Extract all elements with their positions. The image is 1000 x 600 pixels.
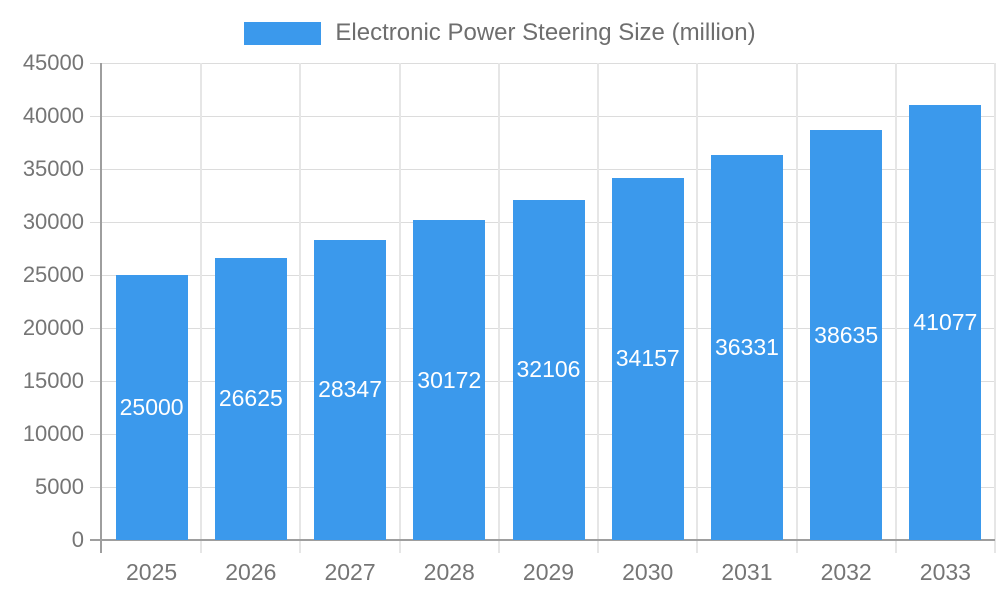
y-axis-label: 25000 bbox=[22, 262, 84, 287]
y-axis-line bbox=[100, 63, 102, 553]
x-axis-tick bbox=[200, 540, 203, 553]
y-axis-label: 20000 bbox=[22, 315, 84, 340]
x-axis-label: 2026 bbox=[225, 559, 277, 585]
y-axis-label: 5000 bbox=[35, 474, 84, 499]
x-axis-line bbox=[90, 539, 995, 541]
bar-value-label: 32106 bbox=[516, 356, 581, 383]
x-gridline bbox=[497, 63, 500, 540]
y-axis-label: 40000 bbox=[22, 103, 84, 128]
x-axis-tick bbox=[597, 540, 600, 553]
x-gridline bbox=[398, 63, 401, 540]
x-gridline bbox=[994, 63, 996, 540]
y-gridline bbox=[90, 115, 995, 117]
x-axis-label: 2031 bbox=[721, 559, 773, 585]
x-axis-label: 2033 bbox=[919, 559, 971, 585]
bar-value-label: 38635 bbox=[814, 321, 879, 348]
bar[interactable] bbox=[413, 220, 486, 540]
x-axis-tick bbox=[994, 540, 996, 553]
y-axis-label: 45000 bbox=[22, 50, 84, 75]
bar[interactable] bbox=[909, 104, 982, 540]
bar-value-label: 26625 bbox=[218, 385, 283, 412]
x-gridline bbox=[894, 63, 897, 540]
x-axis-tick bbox=[894, 540, 897, 553]
x-axis-tick bbox=[696, 540, 699, 553]
y-axis-label: 30000 bbox=[22, 209, 84, 234]
x-axis-label: 2028 bbox=[423, 559, 475, 585]
x-axis-tick bbox=[795, 540, 798, 553]
bar-value-label: 25000 bbox=[119, 394, 184, 420]
legend-label: Electronic Power Steering Size (million) bbox=[335, 19, 756, 46]
bar[interactable] bbox=[314, 239, 387, 540]
bar[interactable] bbox=[611, 177, 684, 540]
y-axis-label: 35000 bbox=[22, 156, 84, 181]
bar[interactable] bbox=[512, 199, 585, 540]
bar-value-label: 28347 bbox=[318, 376, 383, 403]
y-gridline bbox=[90, 168, 995, 170]
x-gridline bbox=[795, 63, 798, 540]
bar[interactable] bbox=[115, 275, 188, 540]
x-gridline bbox=[696, 63, 699, 540]
x-axis-tick bbox=[497, 540, 500, 553]
bar[interactable] bbox=[214, 257, 287, 540]
y-axis-label: 10000 bbox=[22, 421, 84, 446]
y-gridline bbox=[90, 62, 995, 64]
legend-swatch bbox=[244, 21, 322, 45]
x-axis-label: 2032 bbox=[820, 559, 872, 585]
y-axis-label: 15000 bbox=[22, 368, 84, 393]
legend[interactable]: Electronic Power Steering Size (million) bbox=[0, 19, 1000, 47]
x-gridline bbox=[200, 63, 203, 540]
x-axis-label: 2029 bbox=[522, 559, 575, 585]
x-axis-label: 2030 bbox=[622, 559, 674, 585]
bar-value-label: 41077 bbox=[913, 308, 978, 335]
y-axis-label: 0 bbox=[71, 527, 84, 552]
x-axis-tick bbox=[299, 540, 302, 553]
bar[interactable] bbox=[810, 130, 883, 540]
bar-value-label: 36331 bbox=[714, 333, 779, 360]
bar-value-label: 34157 bbox=[615, 345, 680, 372]
x-axis-label: 2027 bbox=[324, 559, 376, 585]
x-gridline bbox=[597, 63, 600, 540]
x-axis-label: 2025 bbox=[126, 559, 178, 585]
bar-value-label: 30172 bbox=[417, 366, 482, 393]
x-axis-tick bbox=[398, 540, 401, 553]
x-gridline bbox=[299, 63, 302, 540]
bar[interactable] bbox=[710, 154, 783, 540]
